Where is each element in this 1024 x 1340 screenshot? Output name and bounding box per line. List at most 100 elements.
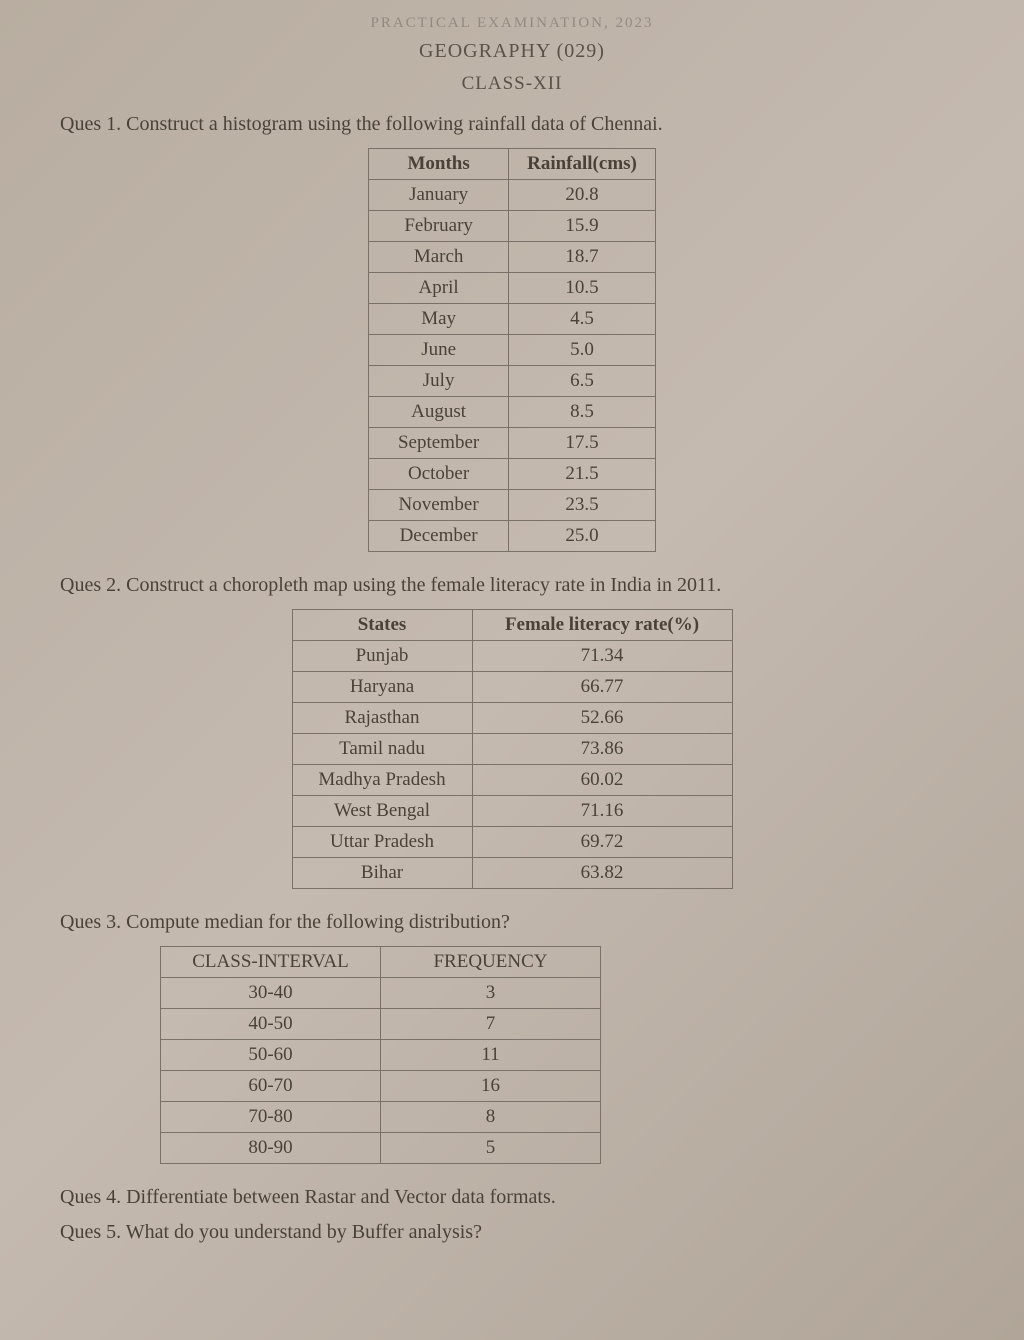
table-cell: Rajasthan xyxy=(292,703,472,734)
table-row: March18.7 xyxy=(369,242,656,273)
table-cell: 73.86 xyxy=(472,734,732,765)
table-cell: 69.72 xyxy=(472,827,732,858)
table-cell: September xyxy=(369,428,509,459)
literacy-table: States Female literacy rate(%) Punjab71.… xyxy=(292,609,733,889)
table-cell: Bihar xyxy=(292,858,472,889)
table-row: Punjab71.34 xyxy=(292,641,732,672)
table-header: Months xyxy=(369,149,509,180)
question-3-text: Ques 3. Compute median for the following… xyxy=(60,911,964,934)
table-2-container: States Female literacy rate(%) Punjab71.… xyxy=(60,609,964,889)
table-row: November23.5 xyxy=(369,490,656,521)
table-row: October21.5 xyxy=(369,459,656,490)
table-cell: Punjab xyxy=(292,641,472,672)
table-cell: March xyxy=(369,242,509,273)
table-header-row: Months Rainfall(cms) xyxy=(369,149,656,180)
frequency-table: CLASS-INTERVAL FREQUENCY 30-403 40-507 5… xyxy=(160,946,601,1164)
header-faint: PRACTICAL EXAMINATION, 2023 xyxy=(60,15,964,32)
table-3-container: CLASS-INTERVAL FREQUENCY 30-403 40-507 5… xyxy=(160,946,964,1164)
rainfall-table: Months Rainfall(cms) January20.8 Februar… xyxy=(368,148,656,552)
question-2-text: Ques 2. Construct a choropleth map using… xyxy=(60,574,964,597)
table-cell: 16 xyxy=(381,1071,601,1102)
table-cell: 20.8 xyxy=(509,180,656,211)
table-row: Bihar63.82 xyxy=(292,858,732,889)
table-cell: 40-50 xyxy=(161,1009,381,1040)
table-header: States xyxy=(292,610,472,641)
table-cell: 70-80 xyxy=(161,1102,381,1133)
table-cell: 18.7 xyxy=(509,242,656,273)
table-cell: 5.0 xyxy=(509,335,656,366)
table-row: 50-6011 xyxy=(161,1040,601,1071)
table-cell: 3 xyxy=(381,978,601,1009)
question-5-text: Ques 5. What do you understand by Buffer… xyxy=(60,1221,964,1244)
document-title: GEOGRAPHY (029) xyxy=(60,40,964,63)
question-4-text: Ques 4. Differentiate between Rastar and… xyxy=(60,1186,964,1209)
table-row: Tamil nadu73.86 xyxy=(292,734,732,765)
table-cell: 60.02 xyxy=(472,765,732,796)
table-row: 30-403 xyxy=(161,978,601,1009)
document-subtitle: CLASS-XII xyxy=(60,73,964,95)
table-row: April10.5 xyxy=(369,273,656,304)
table-cell: West Bengal xyxy=(292,796,472,827)
table-cell: April xyxy=(369,273,509,304)
table-cell: 71.34 xyxy=(472,641,732,672)
table-cell: 66.77 xyxy=(472,672,732,703)
table-cell: 15.9 xyxy=(509,211,656,242)
table-row: 40-507 xyxy=(161,1009,601,1040)
table-row: May4.5 xyxy=(369,304,656,335)
table-cell: 5 xyxy=(381,1133,601,1164)
table-cell: 71.16 xyxy=(472,796,732,827)
table-cell: Uttar Pradesh xyxy=(292,827,472,858)
table-cell: 11 xyxy=(381,1040,601,1071)
table-cell: 4.5 xyxy=(509,304,656,335)
table-header-row: CLASS-INTERVAL FREQUENCY xyxy=(161,947,601,978)
table-cell: Madhya Pradesh xyxy=(292,765,472,796)
question-1-text: Ques 1. Construct a histogram using the … xyxy=(60,113,964,136)
table-header-row: States Female literacy rate(%) xyxy=(292,610,732,641)
table-cell: 7 xyxy=(381,1009,601,1040)
table-row: Uttar Pradesh69.72 xyxy=(292,827,732,858)
table-row: Madhya Pradesh60.02 xyxy=(292,765,732,796)
table-cell: 23.5 xyxy=(509,490,656,521)
table-cell: December xyxy=(369,521,509,552)
table-row: 80-905 xyxy=(161,1133,601,1164)
table-row: 70-808 xyxy=(161,1102,601,1133)
table-cell: 10.5 xyxy=(509,273,656,304)
table-cell: October xyxy=(369,459,509,490)
table-cell: 8.5 xyxy=(509,397,656,428)
table-row: August8.5 xyxy=(369,397,656,428)
table-header: CLASS-INTERVAL xyxy=(161,947,381,978)
table-cell: November xyxy=(369,490,509,521)
table-cell: January xyxy=(369,180,509,211)
table-header: Rainfall(cms) xyxy=(509,149,656,180)
table-cell: 25.0 xyxy=(509,521,656,552)
table-cell: 30-40 xyxy=(161,978,381,1009)
table-cell: 6.5 xyxy=(509,366,656,397)
table-cell: Haryana xyxy=(292,672,472,703)
table-cell: 63.82 xyxy=(472,858,732,889)
table-cell: 52.66 xyxy=(472,703,732,734)
table-row: September17.5 xyxy=(369,428,656,459)
table-cell: 50-60 xyxy=(161,1040,381,1071)
table-cell: 8 xyxy=(381,1102,601,1133)
table-cell: 21.5 xyxy=(509,459,656,490)
table-cell: May xyxy=(369,304,509,335)
table-cell: February xyxy=(369,211,509,242)
table-cell: 60-70 xyxy=(161,1071,381,1102)
table-cell: 80-90 xyxy=(161,1133,381,1164)
table-row: February15.9 xyxy=(369,211,656,242)
table-cell: June xyxy=(369,335,509,366)
table-row: January20.8 xyxy=(369,180,656,211)
table-row: December25.0 xyxy=(369,521,656,552)
table-row: West Bengal71.16 xyxy=(292,796,732,827)
table-row: Haryana66.77 xyxy=(292,672,732,703)
table-row: 60-7016 xyxy=(161,1071,601,1102)
table-row: June5.0 xyxy=(369,335,656,366)
table-cell: August xyxy=(369,397,509,428)
table-row: Rajasthan52.66 xyxy=(292,703,732,734)
table-cell: 17.5 xyxy=(509,428,656,459)
table-header: FREQUENCY xyxy=(381,947,601,978)
table-cell: July xyxy=(369,366,509,397)
table-header: Female literacy rate(%) xyxy=(472,610,732,641)
table-row: July6.5 xyxy=(369,366,656,397)
table-cell: Tamil nadu xyxy=(292,734,472,765)
